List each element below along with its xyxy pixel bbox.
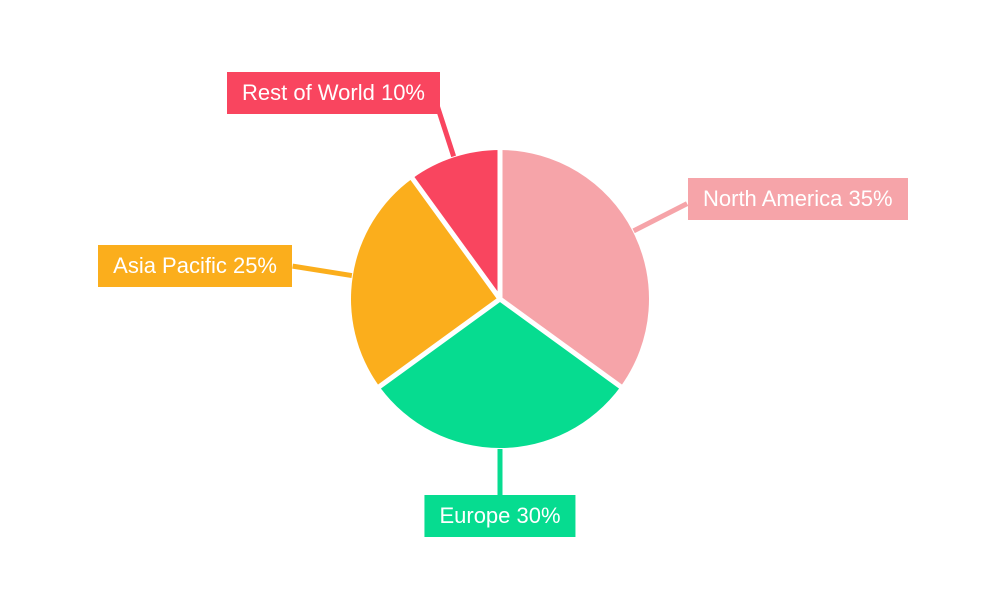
pie-label-asia-pacific: Asia Pacific 25% — [98, 245, 292, 287]
slice-separator — [409, 175, 503, 301]
slice-separator — [376, 296, 502, 390]
pie-label-europe: Europe 30% — [424, 495, 576, 537]
slice-separator — [498, 296, 624, 390]
pie-label-rest-of-world: Rest of World 10% — [226, 72, 440, 114]
pie-slice-asia-pacific — [351, 178, 500, 387]
leader-line-north-america — [632, 201, 689, 234]
pie-slice-europe — [379, 299, 621, 448]
pie-label-north-america: North America 35% — [688, 178, 908, 220]
leader-line-asia-pacific — [292, 263, 353, 279]
pie-slice-north-america — [500, 150, 649, 387]
pie-slice-rest-of-world — [412, 150, 500, 299]
